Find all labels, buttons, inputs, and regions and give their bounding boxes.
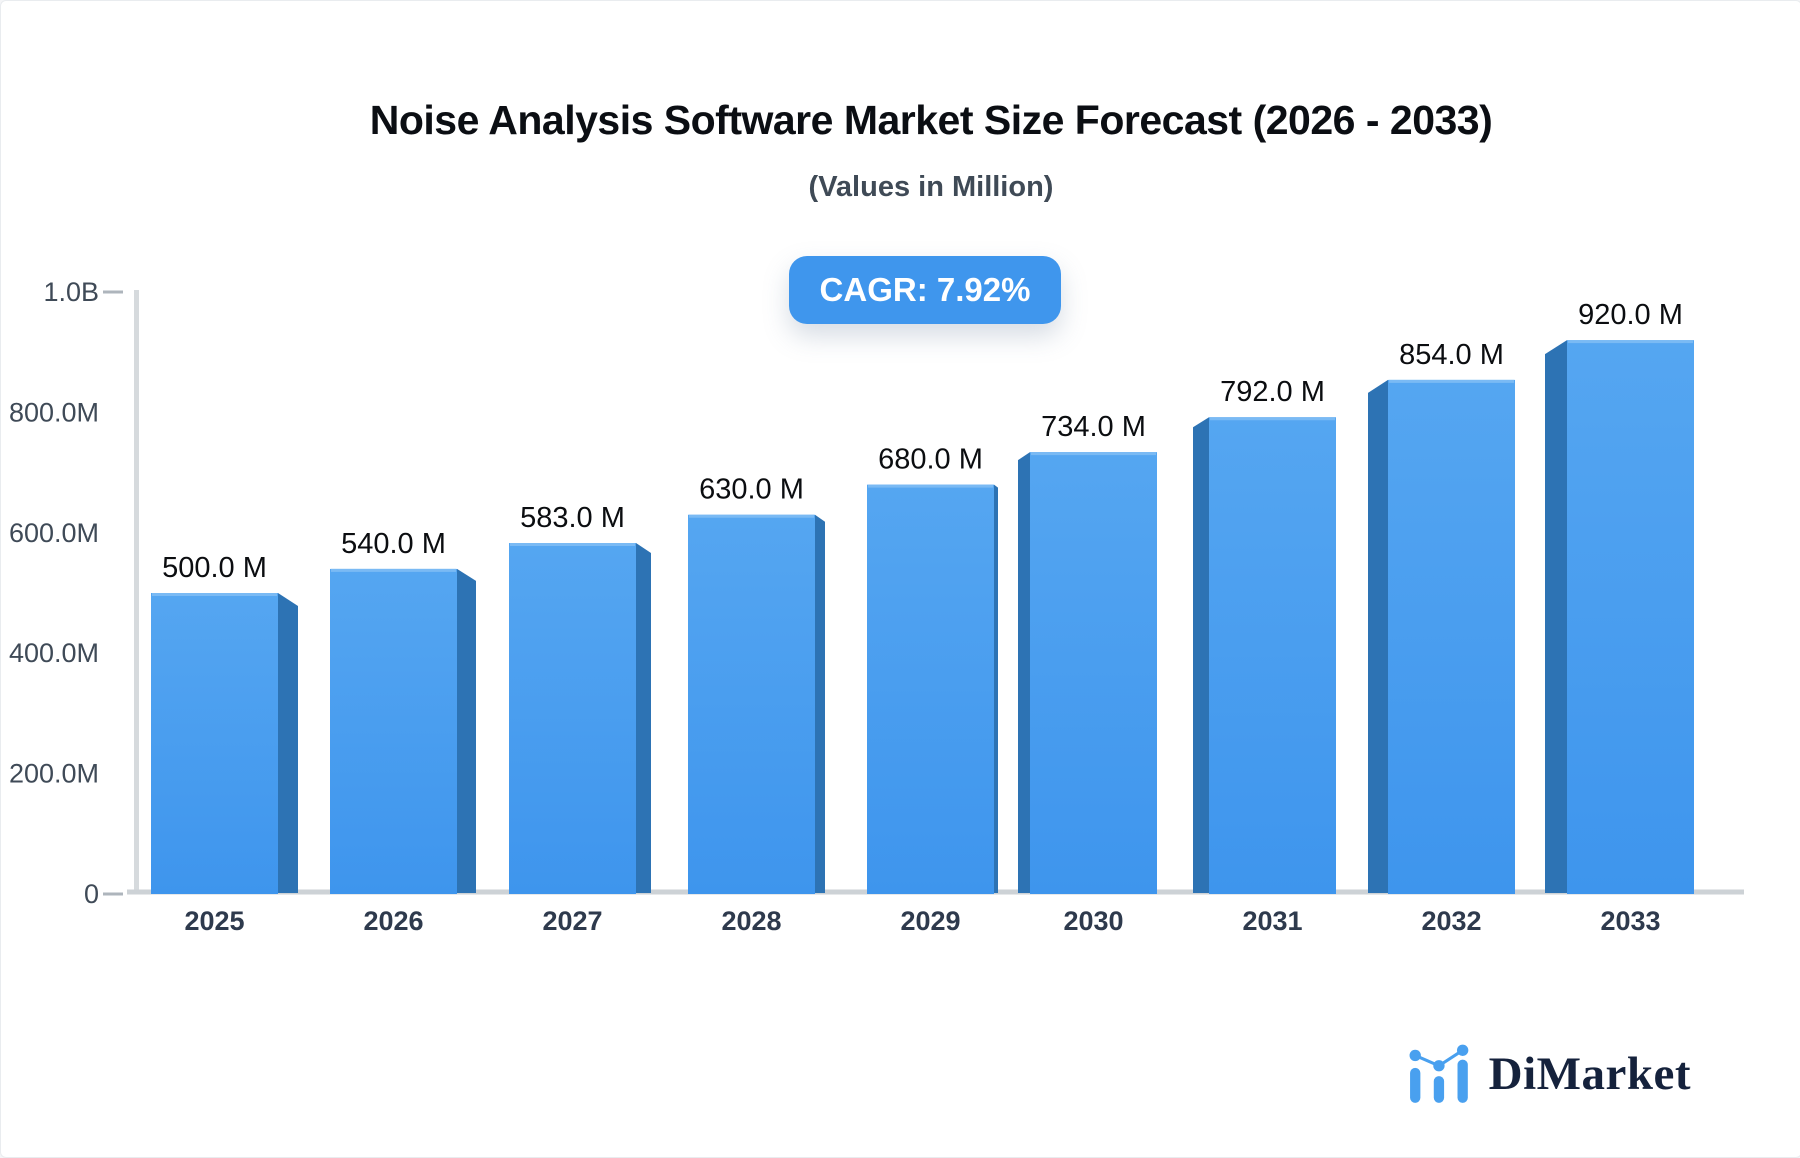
bar-side-2029 [994, 484, 998, 893]
bar-side-2033 [1545, 340, 1567, 893]
dimarket-logo-icon [1409, 1044, 1468, 1103]
x-tick-label-2029: 2029 [900, 906, 960, 936]
x-tick-label-2026: 2026 [363, 906, 423, 936]
bar-2030 [1030, 452, 1157, 894]
bar-side-2031 [1193, 417, 1209, 893]
brand-logo: DiMarket [1408, 1043, 1691, 1105]
y-tick-label-0: 0 [84, 879, 99, 909]
bar-side-2027 [636, 543, 651, 893]
x-tick-label-2032: 2032 [1421, 906, 1481, 936]
bar-side-2030 [1018, 452, 1030, 893]
bar-value-label-2030: 734.0 M [1041, 411, 1146, 443]
bar-2028 [688, 514, 815, 894]
bar-value-label-2026: 540.0 M [341, 528, 446, 560]
y-tick-label-400.0M: 400.0M [9, 638, 99, 668]
x-tick-label-2025: 2025 [184, 906, 244, 936]
chart-title: Noise Analysis Software Market Size Fore… [369, 97, 1493, 143]
bar-2025 [151, 593, 278, 894]
y-tick-label-600.0M: 600.0M [9, 518, 99, 548]
bar-2033 [1567, 340, 1694, 894]
bar-value-label-2032: 854.0 M [1399, 339, 1504, 371]
x-tick-label-2030: 2030 [1063, 906, 1123, 936]
bar-value-label-2029: 680.0 M [878, 444, 983, 476]
x-tick-label-2028: 2028 [721, 906, 781, 936]
bar-side-2032 [1368, 379, 1388, 894]
y-tick-label-1.0B: 1.0B [43, 277, 99, 307]
x-tick-label-2031: 2031 [1242, 906, 1302, 936]
bar-side-2025 [278, 593, 298, 893]
bar-2031 [1209, 417, 1336, 894]
chart-subtitle: (Values in Million) [808, 171, 1054, 203]
bar-2026 [330, 568, 457, 894]
bar-value-label-2027: 583.0 M [520, 502, 625, 534]
y-tick-label-200.0M: 200.0M [9, 759, 99, 789]
bar-side-2026 [457, 568, 476, 893]
brand-logo-text: DiMarket [1488, 1048, 1691, 1100]
bar-side-2028 [815, 514, 825, 893]
x-tick-label-2033: 2033 [1600, 906, 1660, 936]
bar-value-label-2025: 500.0 M [162, 552, 267, 584]
cagr-badge: CAGR: 7.92% [789, 256, 1061, 324]
bar-2029 [867, 484, 994, 894]
bar-value-label-2033: 920.0 M [1578, 299, 1683, 331]
x-tick-label-2027: 2027 [542, 906, 602, 936]
bar-value-label-2031: 792.0 M [1220, 376, 1325, 408]
bar-value-label-2028: 630.0 M [699, 474, 804, 506]
y-tick-label-800.0M: 800.0M [9, 397, 99, 427]
bar-2027 [509, 543, 636, 894]
bar-2032 [1388, 379, 1515, 895]
